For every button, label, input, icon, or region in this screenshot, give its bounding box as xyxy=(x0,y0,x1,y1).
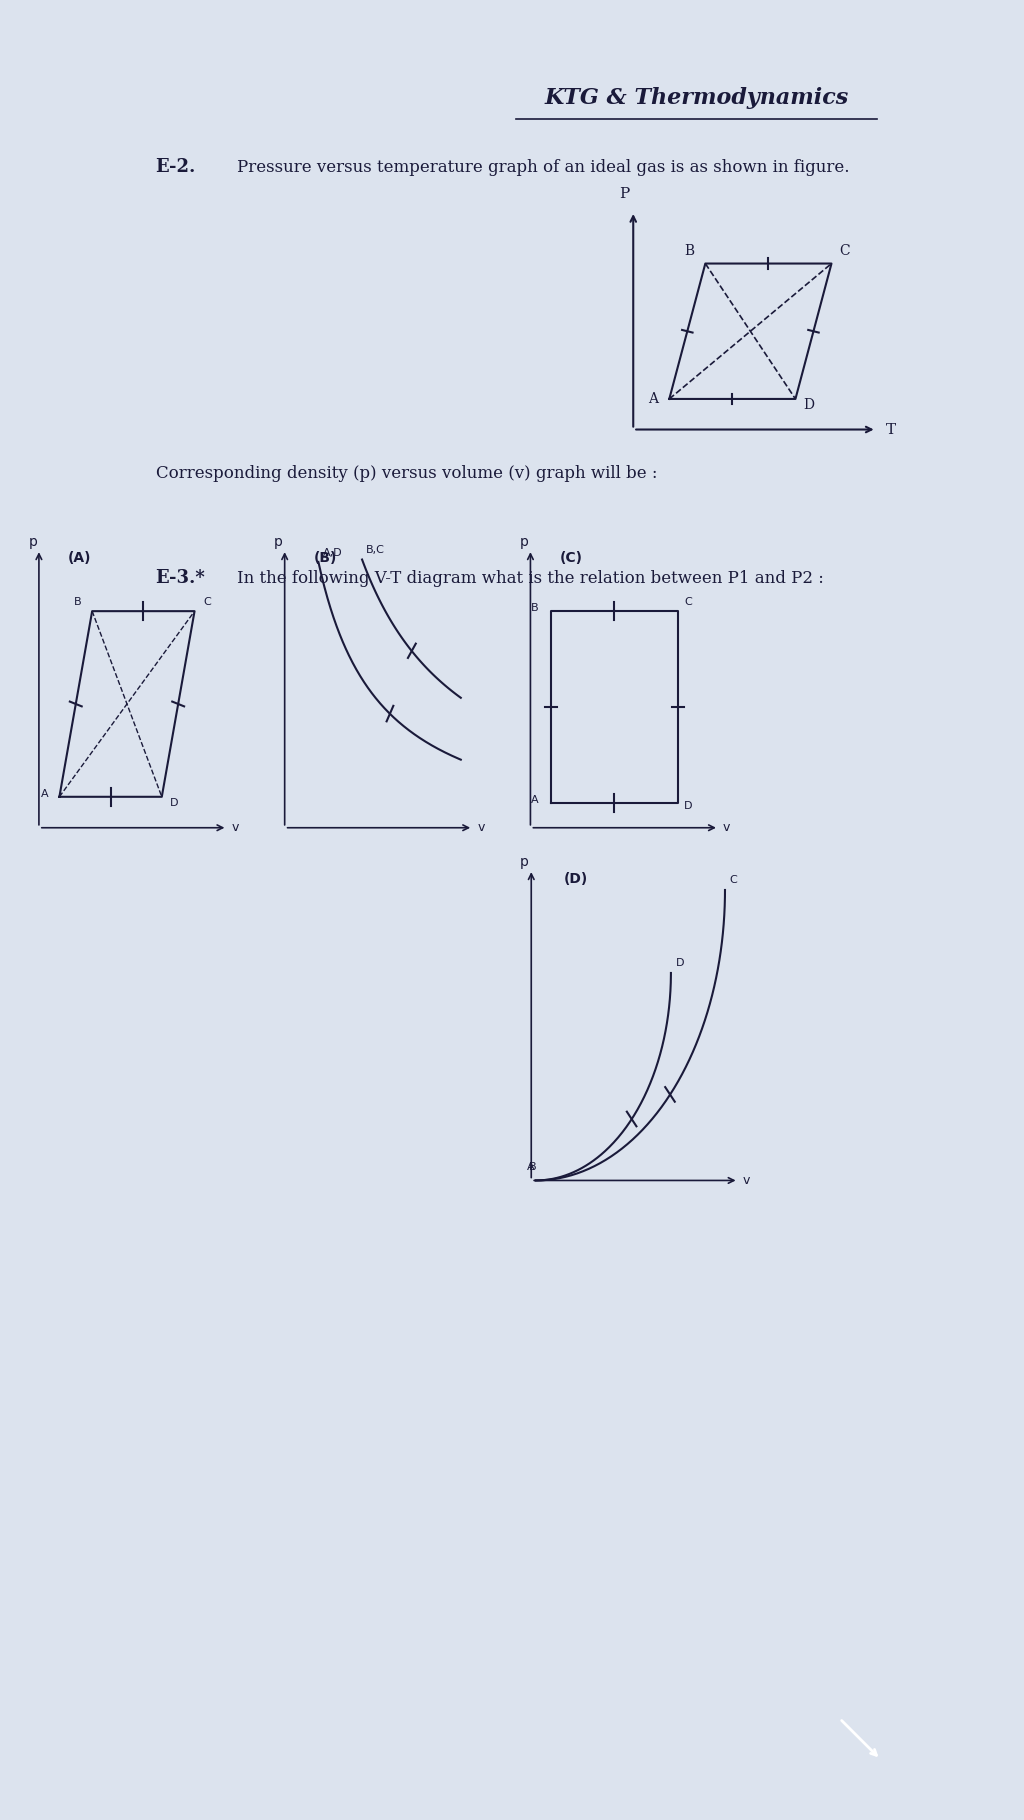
Text: (C): (C) xyxy=(560,551,583,564)
Text: E-2.: E-2. xyxy=(156,158,196,177)
Text: A: A xyxy=(531,795,539,804)
Text: v: v xyxy=(723,821,730,834)
Text: D: D xyxy=(676,957,684,968)
Text: p: p xyxy=(520,535,528,550)
Text: p: p xyxy=(520,855,529,868)
Text: D: D xyxy=(804,399,814,413)
Text: (A): (A) xyxy=(69,551,91,564)
Text: v: v xyxy=(477,821,484,834)
Text: C: C xyxy=(840,244,850,258)
Text: p: p xyxy=(274,535,283,550)
Text: Pressure versus temperature graph of an ideal gas is as shown in figure.: Pressure versus temperature graph of an … xyxy=(237,158,849,177)
Text: D: D xyxy=(684,801,692,812)
Text: A: A xyxy=(648,393,658,406)
Text: T: T xyxy=(886,422,896,437)
Text: v: v xyxy=(231,821,239,834)
Text: In the following V-T diagram what is the relation between P1 and P2 :: In the following V-T diagram what is the… xyxy=(237,570,823,586)
Text: (B): (B) xyxy=(314,551,337,564)
Text: KTG & Thermodynamics: KTG & Thermodynamics xyxy=(544,87,849,109)
Text: B,C: B,C xyxy=(367,546,385,555)
Text: C: C xyxy=(203,597,211,606)
Text: Corresponding density (p) versus volume (v) graph will be :: Corresponding density (p) versus volume … xyxy=(156,464,657,482)
Text: B: B xyxy=(529,1163,537,1172)
Text: (D): (D) xyxy=(564,872,589,886)
Text: B: B xyxy=(684,244,694,258)
Text: C: C xyxy=(729,875,737,885)
Text: D: D xyxy=(170,799,178,808)
Text: C: C xyxy=(684,597,692,606)
Text: A: A xyxy=(526,1163,535,1172)
Text: v: v xyxy=(743,1174,751,1187)
Text: A,D: A,D xyxy=(323,548,342,557)
Text: B: B xyxy=(531,602,539,613)
Text: E-3.*: E-3.* xyxy=(156,570,206,588)
Text: P: P xyxy=(620,187,630,200)
Text: p: p xyxy=(29,535,37,550)
Text: A: A xyxy=(41,788,49,799)
Text: B: B xyxy=(74,597,82,606)
